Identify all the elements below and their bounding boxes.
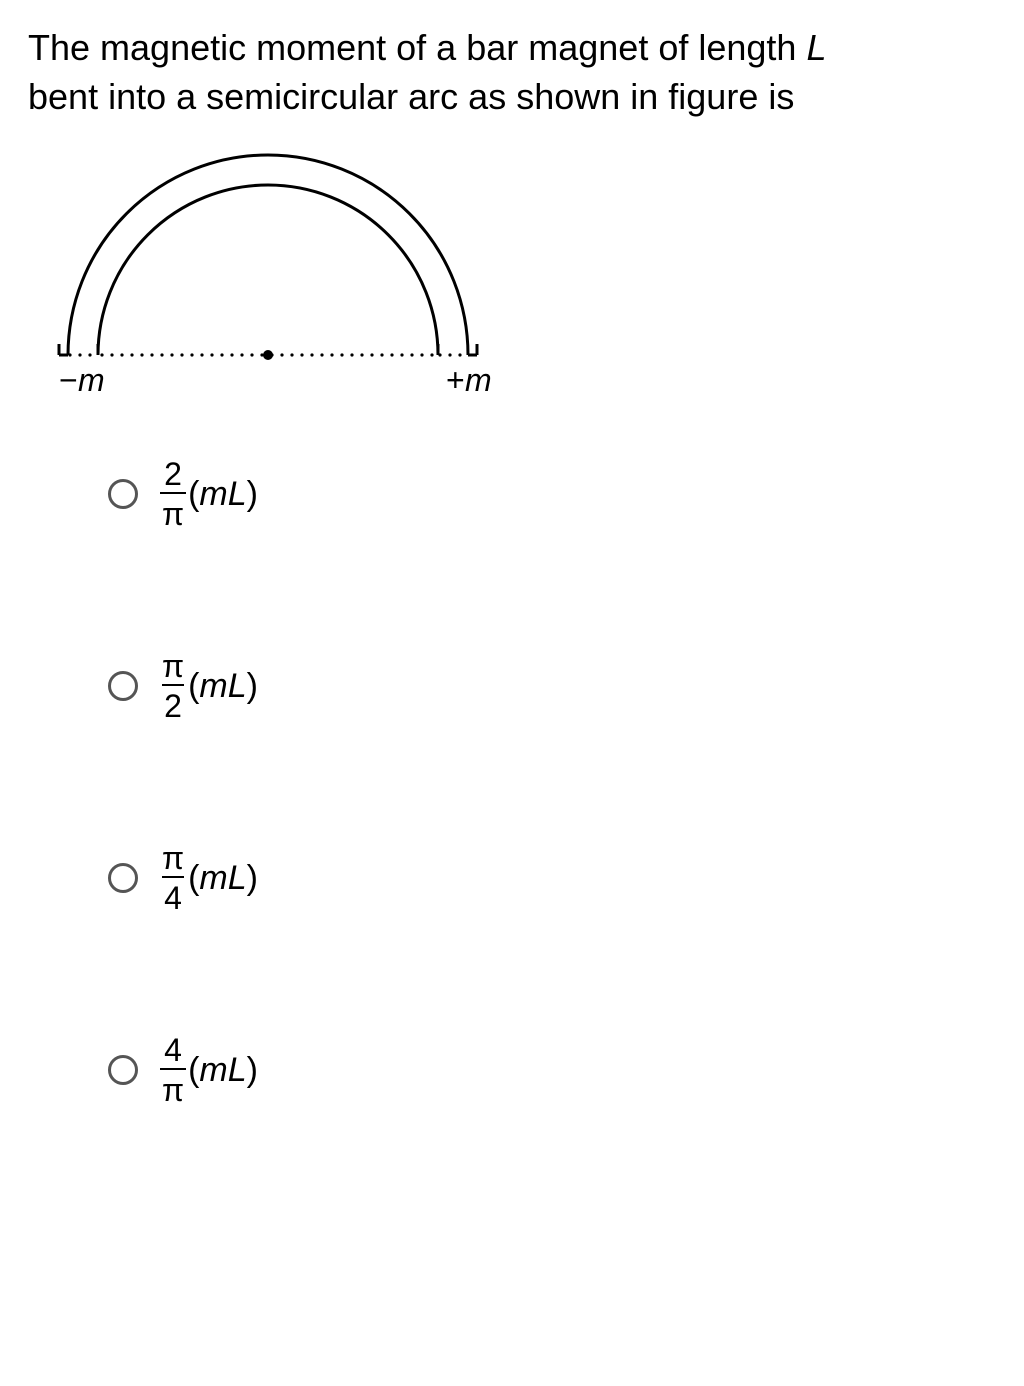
svg-text:m: m — [78, 362, 105, 398]
oa-open: ( — [188, 475, 199, 513]
option-d[interactable]: 4 π (mL) — [108, 1034, 996, 1106]
option-c[interactable]: π 4 (mL) — [108, 842, 996, 914]
question-text: The magnetic moment of a bar magnet of l… — [28, 24, 996, 121]
od-close: ) — [247, 1051, 258, 1089]
option-d-after: (mL) — [188, 1051, 258, 1090]
option-d-expr: 4 π (mL) — [160, 1034, 258, 1106]
ob-v2: L — [228, 667, 247, 705]
options-list: 2 π (mL) π 2 (mL) π 4 — [28, 458, 996, 1106]
oc-v1: m — [199, 859, 227, 897]
oc-v2: L — [228, 859, 247, 897]
option-d-den: π — [160, 1068, 186, 1106]
option-a[interactable]: 2 π (mL) — [108, 458, 996, 530]
q-line2: bent into a semicircular arc as shown in… — [28, 76, 794, 117]
radio-d[interactable] — [108, 1055, 138, 1085]
radio-a[interactable] — [108, 479, 138, 509]
od-v1: m — [199, 1051, 227, 1089]
od-open: ( — [188, 1051, 199, 1089]
option-b-expr: π 2 (mL) — [160, 650, 258, 722]
oa-v1: m — [199, 475, 227, 513]
od-v2: L — [228, 1051, 247, 1089]
oa-close: ) — [247, 475, 258, 513]
q-line1-pre: The magnetic moment of a bar magnet of l… — [28, 27, 806, 68]
oc-close: ) — [247, 859, 258, 897]
option-d-frac: 4 π — [160, 1034, 186, 1106]
figure-svg: −m+m — [28, 133, 548, 413]
option-b-num: π — [160, 650, 186, 684]
option-d-num: 4 — [162, 1034, 184, 1068]
option-a-frac: 2 π — [160, 458, 186, 530]
option-b-frac: π 2 — [160, 650, 186, 722]
svg-text:+: + — [446, 362, 465, 398]
option-a-after: (mL) — [188, 475, 258, 514]
option-a-num: 2 — [162, 458, 184, 492]
option-b-after: (mL) — [188, 667, 258, 706]
option-c-den: 4 — [162, 876, 184, 914]
option-a-expr: 2 π (mL) — [160, 458, 258, 530]
option-c-after: (mL) — [188, 859, 258, 898]
option-a-den: π — [160, 492, 186, 530]
q-line1-var: L — [806, 27, 826, 68]
oc-open: ( — [188, 859, 199, 897]
radio-b[interactable] — [108, 671, 138, 701]
ob-open: ( — [188, 667, 199, 705]
oa-v2: L — [228, 475, 247, 513]
option-c-expr: π 4 (mL) — [160, 842, 258, 914]
option-c-num: π — [160, 842, 186, 876]
radio-c[interactable] — [108, 863, 138, 893]
svg-text:m: m — [465, 362, 492, 398]
ob-close: ) — [247, 667, 258, 705]
svg-text:−: − — [59, 362, 78, 398]
ob-v1: m — [199, 667, 227, 705]
option-b[interactable]: π 2 (mL) — [108, 650, 996, 722]
option-b-den: 2 — [162, 684, 184, 722]
option-c-frac: π 4 — [160, 842, 186, 914]
semicircle-figure: −m+m — [28, 133, 996, 418]
